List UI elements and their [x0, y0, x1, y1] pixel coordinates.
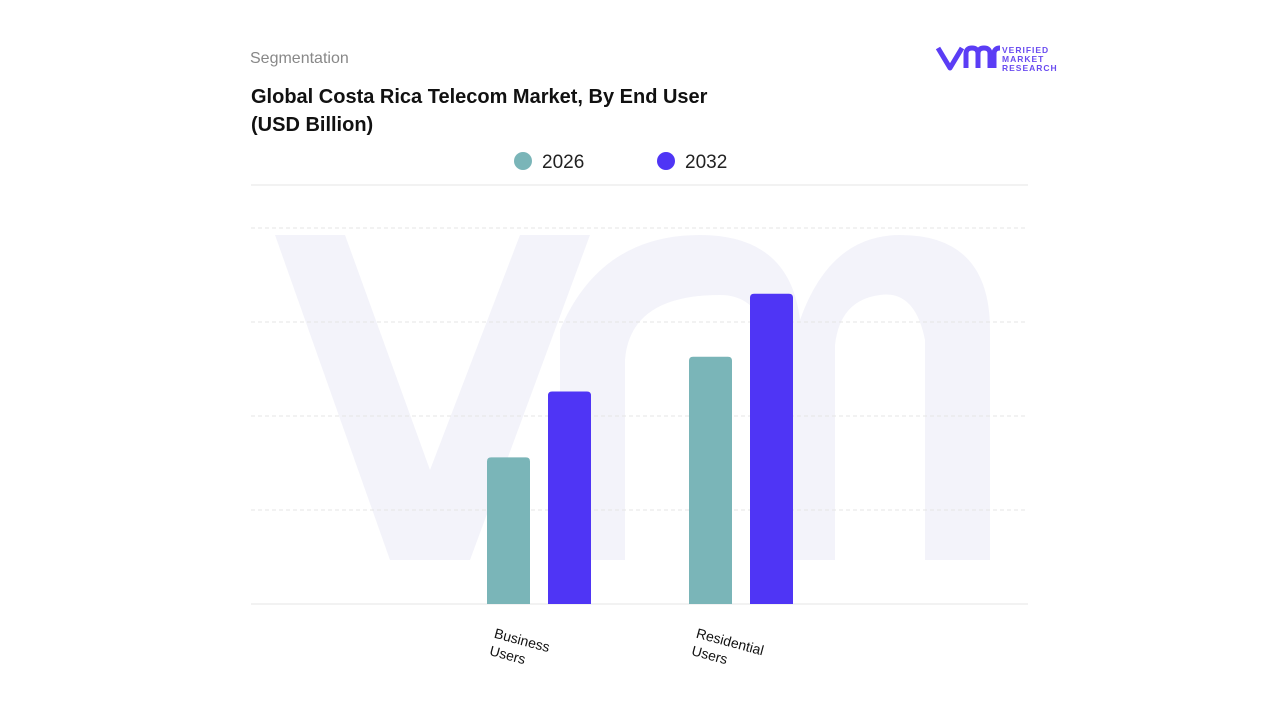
bar — [750, 293, 793, 604]
bar — [487, 457, 530, 604]
bar — [548, 391, 591, 604]
legend-label: 2026 — [542, 152, 584, 173]
logo-mark — [935, 45, 1001, 71]
logo-line: RESEARCH — [1002, 63, 1058, 73]
logo-text: VERIFIED MARKET RESEARCH — [1002, 46, 1058, 73]
chart-title: Global Costa Rica Telecom Market, By End… — [251, 86, 708, 136]
legend-marker — [657, 152, 675, 170]
bar — [689, 356, 732, 604]
logo-line: VERIFIED — [1002, 45, 1050, 55]
watermark — [275, 235, 990, 560]
section-label: Segmentation — [250, 50, 349, 67]
legend-label: 2032 — [685, 152, 727, 173]
legend-marker — [514, 152, 532, 170]
logo-line: MARKET — [1002, 54, 1045, 64]
